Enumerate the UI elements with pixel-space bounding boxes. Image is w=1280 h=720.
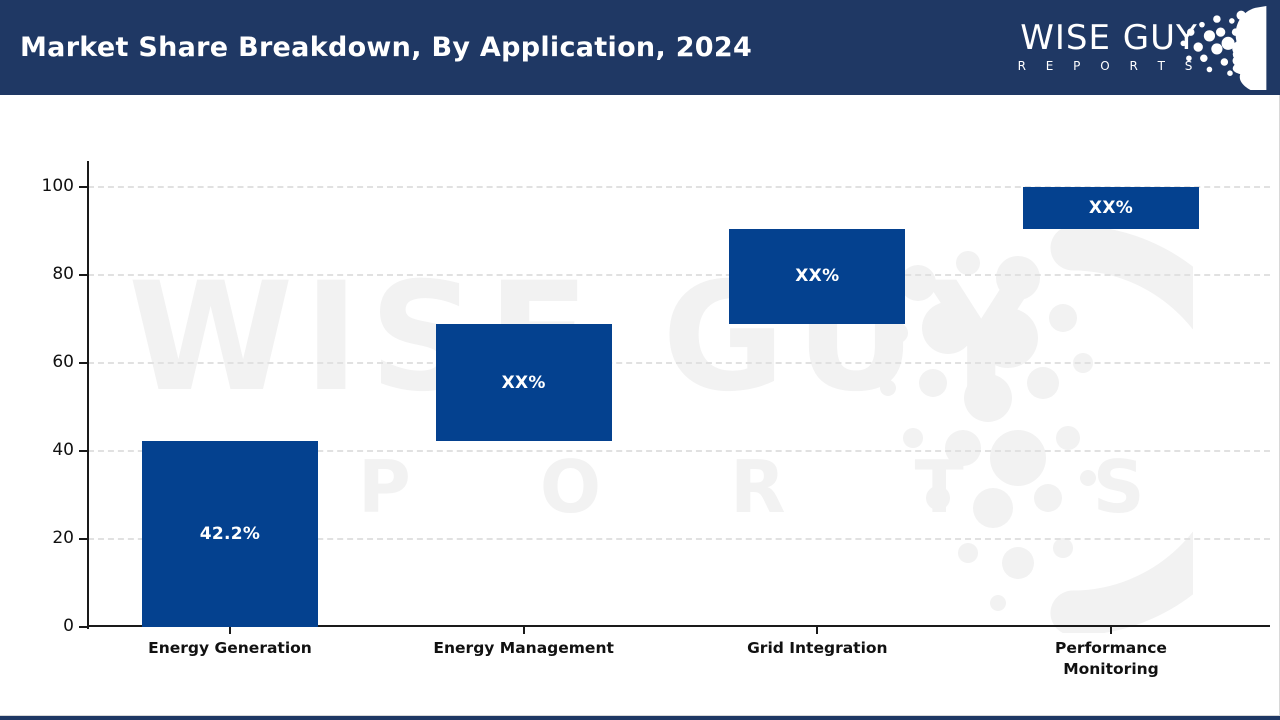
gridline-60 bbox=[88, 362, 1270, 364]
y-tickmark-40 bbox=[79, 450, 88, 452]
y-tick-label-100: 100 bbox=[41, 176, 74, 196]
x-category-label-line: Energy Generation bbox=[148, 639, 312, 657]
x-category-label: Performance Monitoring bbox=[999, 638, 1223, 680]
y-axis-line bbox=[87, 161, 89, 629]
x-category-label-line: Performance bbox=[1055, 639, 1167, 657]
x-tickmark bbox=[522, 627, 525, 634]
x-category-label: Grid Integration bbox=[705, 638, 929, 659]
wiseguy-logo-text: WISE GUY R E P O R T S bbox=[1015, 18, 1203, 73]
wiseguy-logo: WISE GUY R E P O R T S bbox=[1015, 6, 1270, 90]
x-tickmark bbox=[229, 627, 231, 634]
x-tickmark bbox=[816, 627, 819, 634]
gridline-100 bbox=[88, 186, 1270, 188]
x-category-label-line: Monitoring bbox=[1063, 660, 1159, 678]
gridline-40 bbox=[88, 450, 1270, 452]
y-tickmark-20 bbox=[79, 538, 88, 540]
y-tickmark-80 bbox=[79, 274, 88, 276]
y-tickmark-0 bbox=[79, 626, 88, 628]
header-band: Market Share Breakdown, By Application, … bbox=[0, 0, 1280, 95]
x-category-label: Energy Generation bbox=[118, 638, 342, 659]
gridline-80 bbox=[88, 274, 1270, 276]
bar-segment: XX% bbox=[729, 228, 906, 324]
y-tick-label-20: 20 bbox=[52, 528, 74, 548]
wiseguy-logo-line2: R E P O R T S bbox=[1017, 59, 1201, 73]
bar-segment: XX% bbox=[435, 323, 612, 442]
bar-value-label: 42.2% bbox=[199, 524, 261, 545]
chart-canvas: WISE GUY P O R T S 0 20 40 60 80 100 42.2% Ener… bbox=[0, 95, 1280, 716]
y-tickmark-60 bbox=[79, 362, 88, 364]
y-tick-label-60: 60 bbox=[52, 352, 74, 372]
bar-segment: 42.2% bbox=[142, 441, 318, 627]
x-tickmark bbox=[1110, 627, 1112, 634]
bar-value-label: XX% bbox=[1088, 197, 1134, 218]
x-category-label-line: Grid Integration bbox=[747, 639, 888, 657]
bar-segment: XX% bbox=[1023, 187, 1199, 229]
footer-band bbox=[0, 716, 1280, 720]
watermark-face-icon bbox=[880, 225, 1193, 633]
wiseguy-logo-face-icon bbox=[1180, 6, 1267, 90]
y-tickmark-100 bbox=[79, 186, 88, 188]
wiseguy-logo-line1: WISE GUY bbox=[1020, 18, 1198, 58]
y-tick-label-0: 0 bbox=[63, 616, 74, 636]
waterfall-chart: 0 20 40 60 80 100 42.2% Energy Generation XX% Ene… bbox=[0, 95, 1279, 715]
y-tick-label-40: 40 bbox=[52, 440, 74, 460]
x-category-label-line: Energy Management bbox=[433, 639, 614, 657]
bar-value-label: XX% bbox=[501, 372, 546, 393]
gridline-20 bbox=[88, 538, 1270, 540]
page-title: Market Share Breakdown, By Application, … bbox=[20, 32, 753, 63]
bar-value-label: XX% bbox=[795, 266, 840, 287]
y-tick-label-80: 80 bbox=[52, 264, 74, 284]
x-category-label: Energy Management bbox=[412, 638, 636, 659]
x-axis-line bbox=[87, 625, 1270, 627]
